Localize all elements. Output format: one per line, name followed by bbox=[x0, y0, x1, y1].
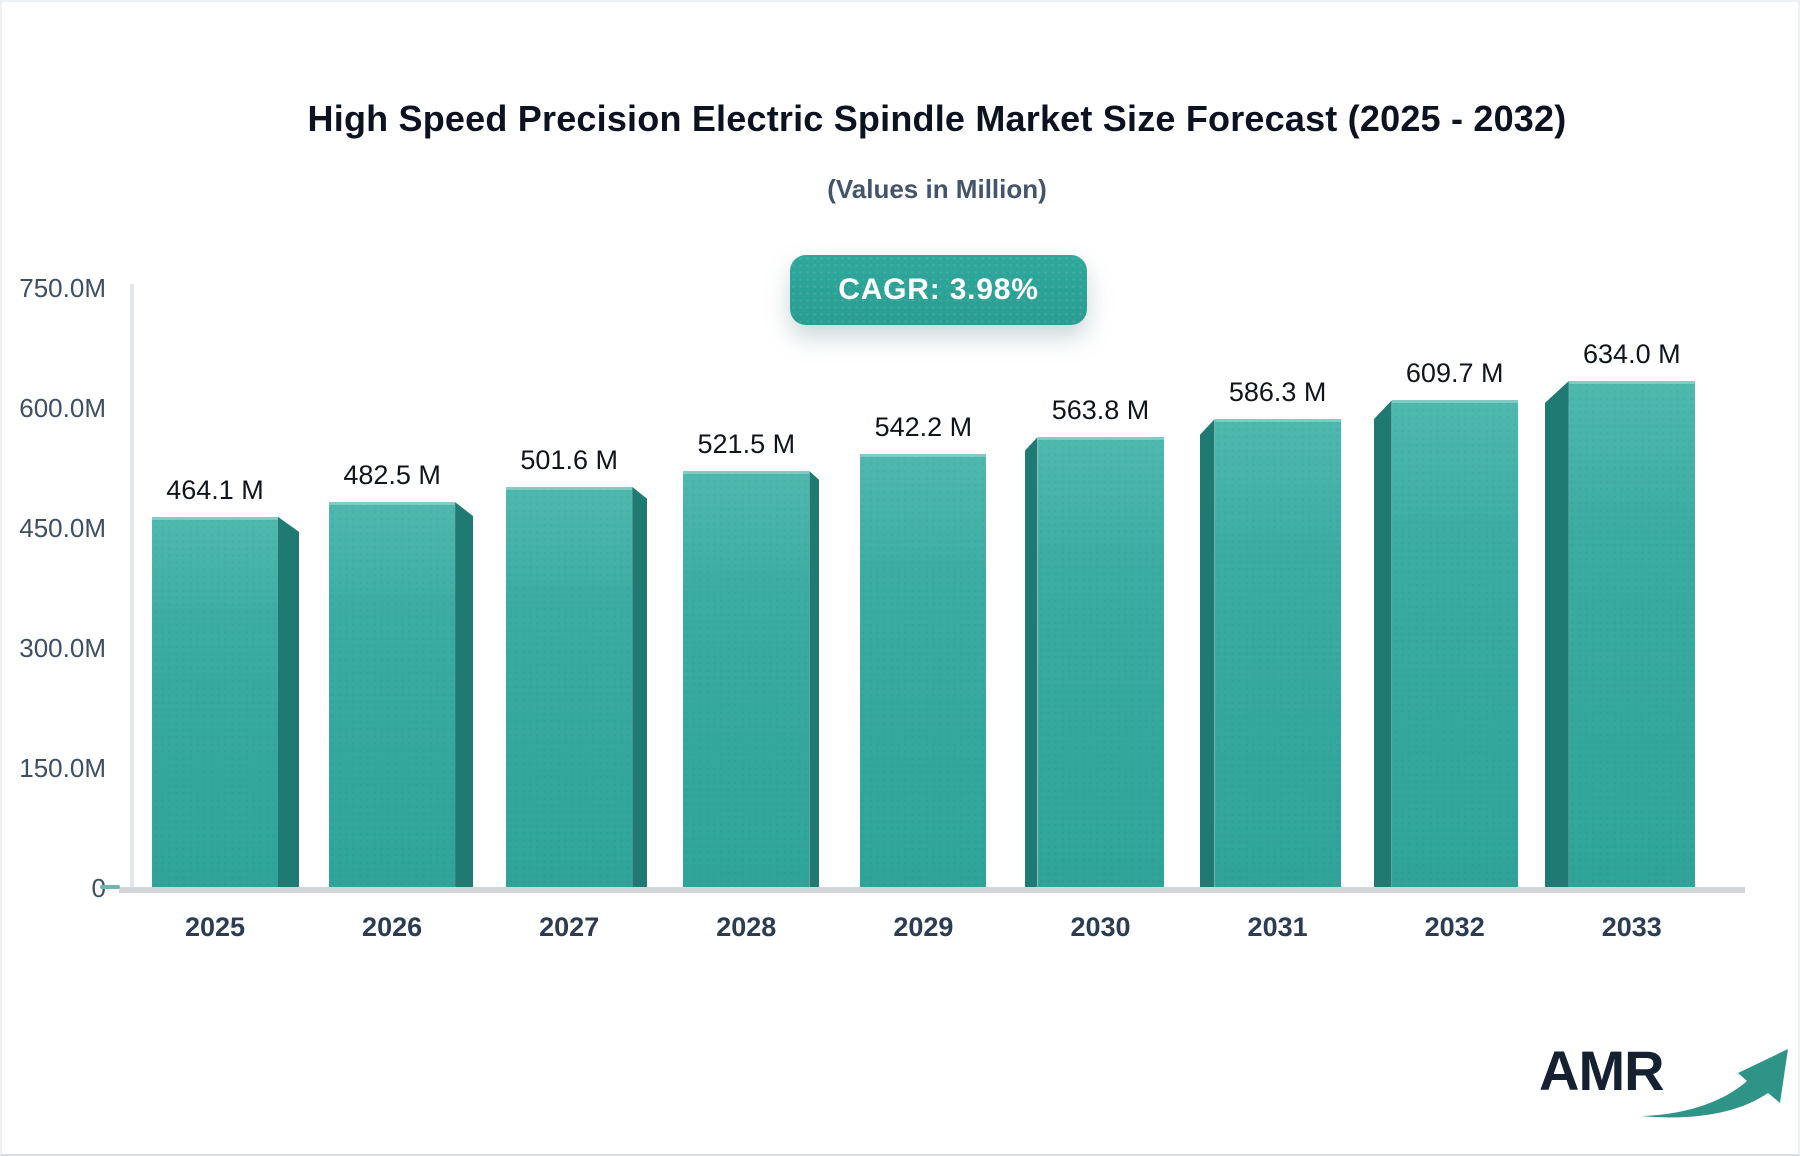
bar-side-face-2032 bbox=[1373, 400, 1392, 888]
bar-value-label-2025: 464.1 M bbox=[166, 474, 264, 505]
x-category-label-2032: 2032 bbox=[1424, 912, 1485, 942]
y-tick-label: 0 bbox=[91, 873, 106, 903]
bar-value-label-2031: 586.3 M bbox=[1228, 377, 1327, 408]
growth-arrow-icon bbox=[1641, 1049, 1788, 1118]
y-tick-label: 750.0M bbox=[19, 273, 106, 304]
bar-value-label-2028: 521.5 M bbox=[697, 428, 796, 459]
x-axis-baseline bbox=[119, 887, 1745, 893]
amr-logo: AMR bbox=[1539, 1032, 1788, 1122]
bar-2025 bbox=[152, 516, 278, 888]
bar-side-face-2027 bbox=[632, 486, 648, 888]
bar-value-label-2033: 634.0 M bbox=[1583, 338, 1681, 369]
y-tick-label: 450.0M bbox=[19, 513, 106, 544]
bar-2033 bbox=[1568, 380, 1695, 888]
bar-value-label-2027: 501.6 M bbox=[520, 444, 618, 475]
bar-value-label-2030: 563.8 M bbox=[1051, 395, 1150, 426]
y-tick-label: 150.0M bbox=[19, 753, 106, 784]
x-category-label-2027: 2027 bbox=[539, 912, 600, 942]
bar-side-face-2025 bbox=[278, 516, 299, 888]
x-category-label-2025: 2025 bbox=[184, 912, 246, 942]
bar-2031 bbox=[1214, 419, 1341, 888]
bar-2028 bbox=[683, 470, 810, 888]
cagr-badge: CAGR: 3.98% bbox=[790, 255, 1087, 325]
bar-value-label-2032: 609.7 M bbox=[1405, 358, 1504, 389]
bar-2027 bbox=[506, 486, 633, 888]
bar-2032 bbox=[1391, 400, 1518, 888]
bar-2026 bbox=[329, 502, 456, 888]
x-category-label-2033: 2033 bbox=[1601, 912, 1662, 942]
bar-side-face-2031 bbox=[1199, 419, 1215, 888]
x-category-label-2029: 2029 bbox=[893, 912, 954, 942]
x-category-label-2031: 2031 bbox=[1247, 912, 1308, 942]
cagr-badge-label: CAGR: 3.98% bbox=[838, 273, 1039, 306]
amr-logo-text: AMR bbox=[1539, 1039, 1665, 1102]
x-category-label-2026: 2026 bbox=[362, 912, 423, 942]
bar-2029 bbox=[860, 454, 987, 888]
bar-side-face-2033 bbox=[1544, 380, 1569, 888]
bar-side-face-2030 bbox=[1024, 437, 1038, 888]
y-axis-line bbox=[130, 284, 134, 888]
zero-tick-mark bbox=[100, 885, 120, 889]
y-tick-label: 300.0M bbox=[19, 633, 106, 664]
x-category-label-2028: 2028 bbox=[716, 912, 777, 942]
bar-value-label-2029: 542.2 M bbox=[874, 412, 973, 443]
bar-2030 bbox=[1037, 437, 1164, 888]
bar-side-face-2028 bbox=[809, 470, 820, 888]
page-subtitle: (Values in Million) bbox=[827, 174, 1047, 204]
y-tick-label: 600.0M bbox=[19, 393, 106, 424]
bar-value-label-2026: 482.5 M bbox=[343, 460, 441, 491]
x-category-label-2030: 2030 bbox=[1070, 912, 1131, 942]
page-title: High Speed Precision Electric Spindle Ma… bbox=[307, 98, 1567, 139]
bar-side-face-2026 bbox=[455, 502, 474, 888]
